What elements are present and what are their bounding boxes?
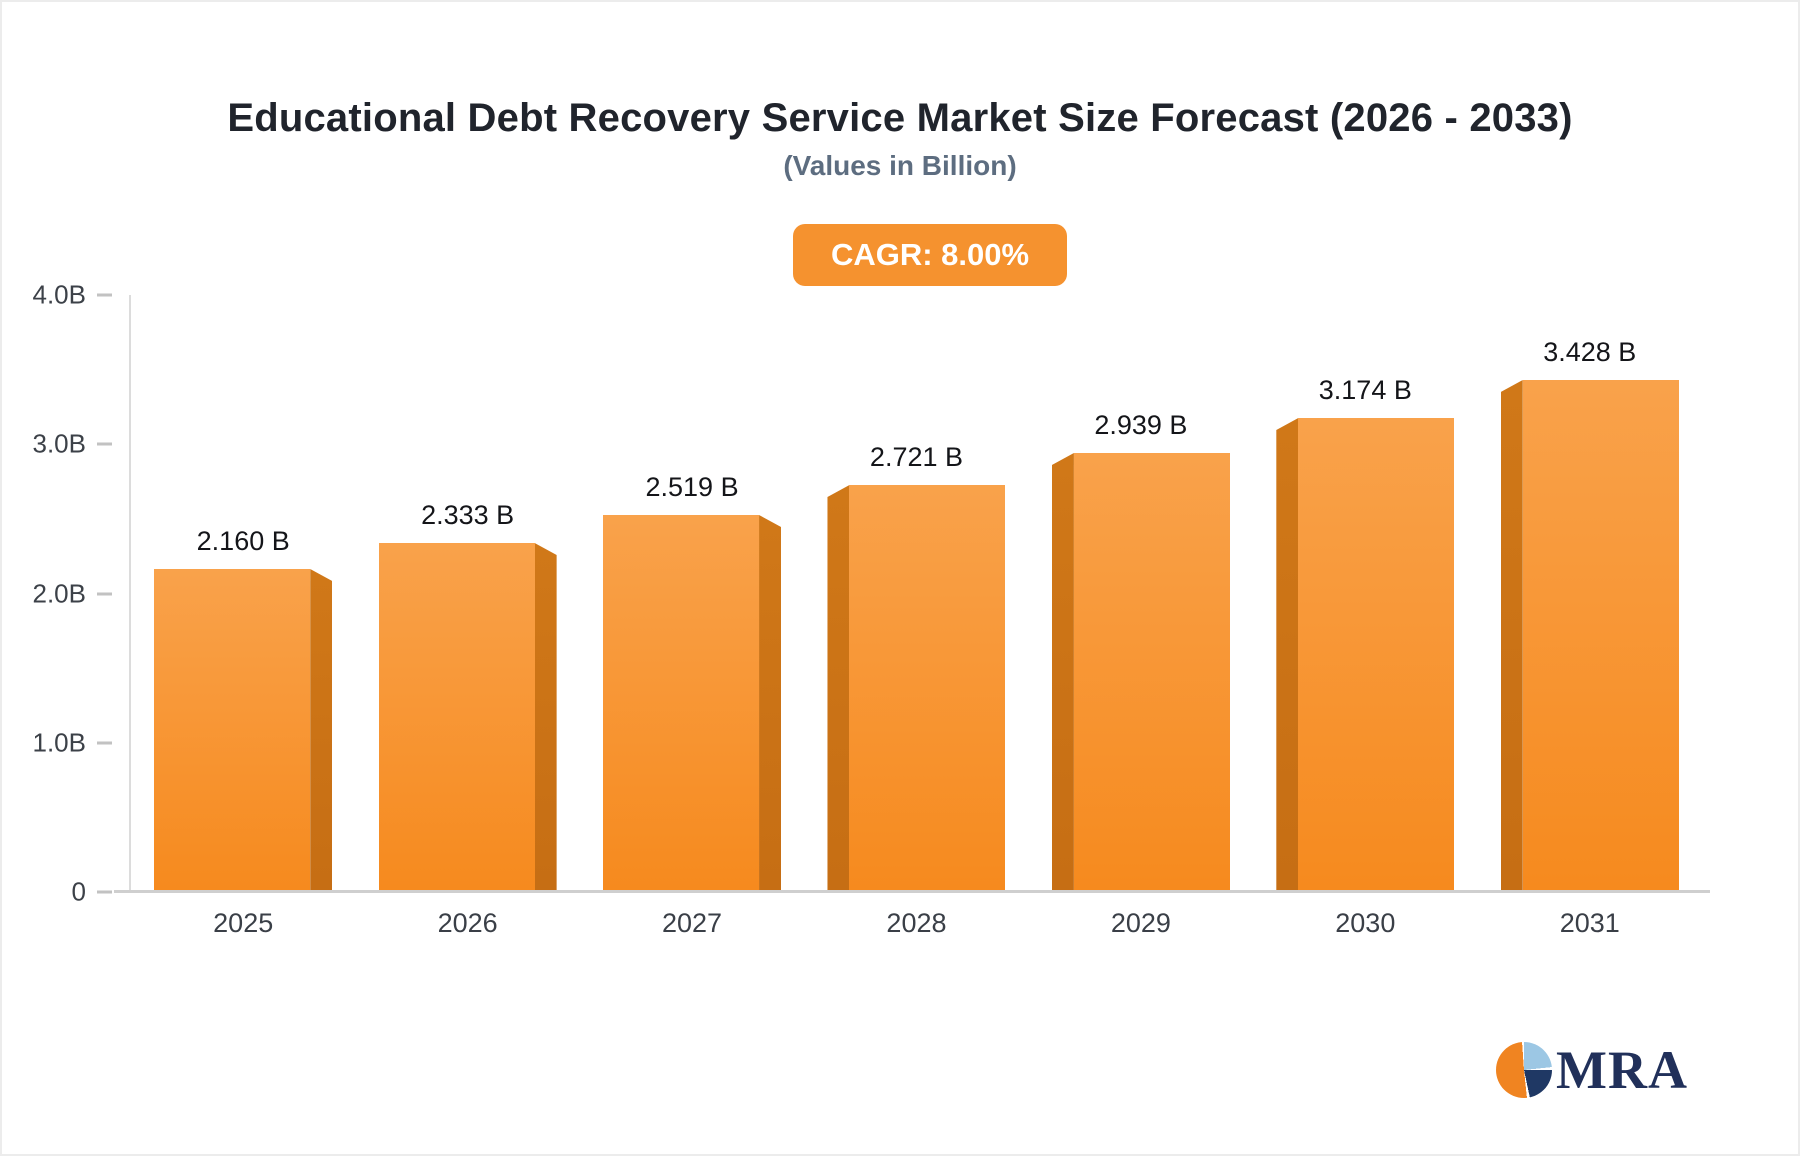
- bar-slot: 2.519 B: [580, 295, 804, 890]
- bar-value-label: 3.174 B: [1318, 375, 1412, 405]
- bar-side-face: [1276, 418, 1299, 890]
- x-axis-label: 2026: [437, 908, 498, 938]
- y-axis-line: [129, 295, 131, 892]
- bar-slot: 2.721 B: [804, 295, 1028, 890]
- bar-value-label: 2.333 B: [421, 500, 515, 530]
- bar-2031: [1500, 380, 1679, 890]
- y-axis-label: 0: [71, 876, 86, 907]
- y-axis-tick: [97, 890, 112, 894]
- bar-slot: 2.333 B: [356, 295, 580, 890]
- y-axis-tick: [97, 293, 112, 297]
- cagr-badge-wrap: CAGR: 8.00%: [2, 224, 1798, 286]
- bar-face: [378, 543, 535, 890]
- plot-area: 2.160 B 2.333 B 2.519 B 2.721 B 2.939 B 3.174…: [131, 295, 1702, 890]
- y-axis-tick: [97, 592, 112, 595]
- bar-value-label: 2.519 B: [645, 472, 739, 502]
- bar-slot: 3.428 B: [1478, 295, 1702, 890]
- bar-slot: 2.160 B: [131, 295, 355, 890]
- pie-logo-icon: [1496, 1042, 1553, 1098]
- bar-2025: [154, 569, 333, 890]
- cagr-badge: CAGR: 8.00%: [792, 224, 1068, 286]
- bar-face: [154, 569, 311, 890]
- bar-value-label: 2.160 B: [196, 526, 290, 556]
- y-axis-label: 4.0B: [32, 279, 87, 310]
- bar-side-face: [827, 485, 850, 890]
- brand-logo: MRA: [1496, 1042, 1688, 1098]
- bar-slot: 2.939 B: [1029, 295, 1253, 890]
- bar-face: [1298, 418, 1455, 890]
- bar-side-face: [1051, 453, 1074, 890]
- bar-slot: 3.174 B: [1253, 295, 1477, 890]
- bar-side-face: [1500, 380, 1523, 890]
- y-axis-label: 2.0B: [32, 578, 87, 608]
- x-axis-label: 2030: [1335, 908, 1396, 938]
- x-axis-label: 2031: [1559, 908, 1620, 938]
- bar-side-face: [310, 569, 333, 890]
- y-axis-label: 1.0B: [32, 727, 87, 758]
- bar-value-label: 3.428 B: [1543, 337, 1637, 367]
- y-axis-tick: [97, 442, 112, 446]
- x-axis-baseline: [114, 890, 1710, 893]
- bar-face: [603, 515, 760, 890]
- bar-2028: [827, 485, 1006, 890]
- x-axis-labels: 2025 2026 2027 2028 2029 2030 2031: [131, 908, 1702, 939]
- x-axis-label: 2025: [213, 908, 274, 938]
- bar-2030: [1276, 418, 1455, 890]
- x-axis-label: 2027: [662, 908, 723, 938]
- bar-face: [849, 485, 1006, 890]
- brand-logo-text: MRA: [1556, 1040, 1688, 1100]
- page-title: Educational Debt Recovery Service Market…: [227, 96, 1573, 140]
- bar-2027: [603, 515, 782, 890]
- x-axis-label: 2028: [886, 908, 947, 938]
- bar-value-label: 2.939 B: [1094, 410, 1188, 440]
- bar-side-face: [534, 543, 557, 890]
- bar-face: [1522, 380, 1679, 890]
- y-axis: 4.0B 3.0B 2.0B 1.0B 0: [2, 280, 114, 907]
- bar-side-face: [759, 515, 782, 890]
- y-axis-tick: [97, 741, 112, 745]
- bar-value-label: 2.721 B: [869, 442, 963, 472]
- bar-face: [1073, 453, 1230, 890]
- chart-subtitle: (Values in Billion): [783, 150, 1017, 181]
- y-axis-label: 3.0B: [32, 428, 87, 459]
- x-axis-label: 2029: [1110, 908, 1171, 938]
- bar-2026: [378, 543, 557, 890]
- bar-2029: [1051, 453, 1230, 890]
